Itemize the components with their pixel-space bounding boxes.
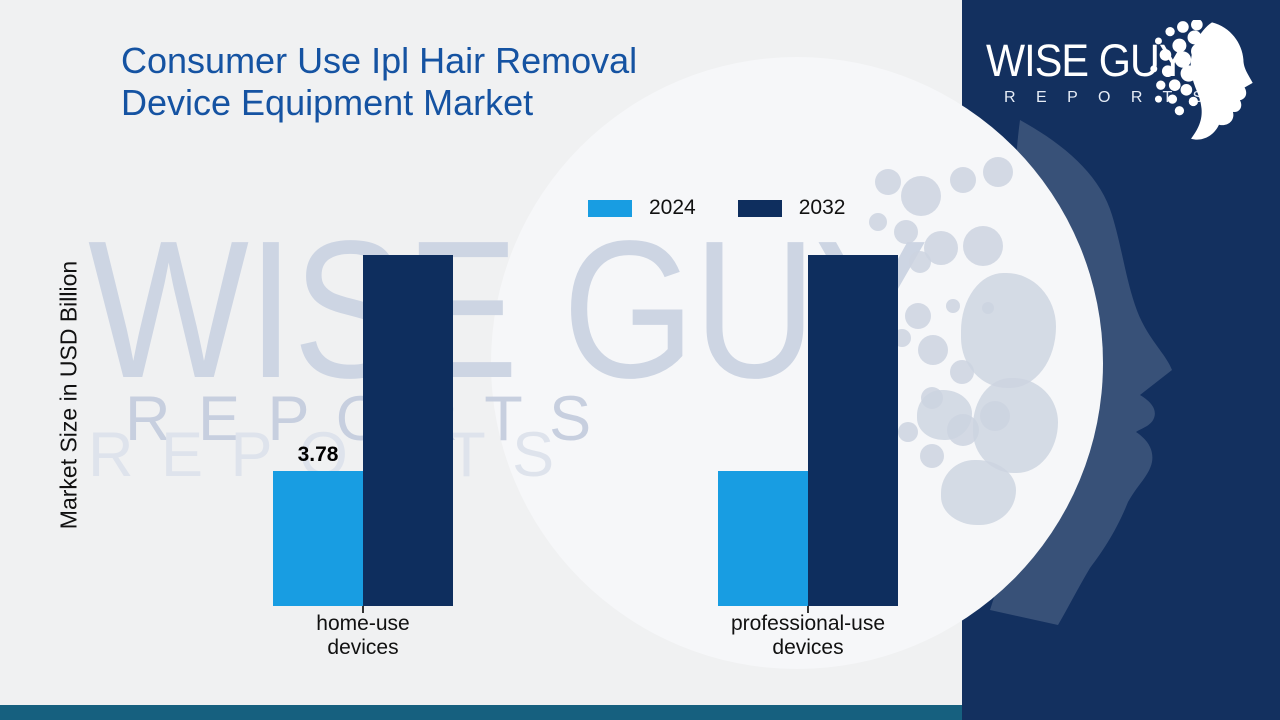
legend-swatch-2024 <box>588 199 632 217</box>
legend: 2024 2032 <box>588 196 845 220</box>
brand-logo-face-icon <box>1150 20 1253 140</box>
x-axis-tick <box>362 606 364 613</box>
brand-circle <box>491 57 1103 669</box>
chart-title-line1: Consumer Use Ipl Hair Removal <box>121 40 638 81</box>
legend-item-2024: 2024 <box>588 196 696 220</box>
legend-swatch-2032 <box>737 199 782 217</box>
legend-label-2024: 2024 <box>649 196 696 219</box>
value-label-2024-home-use-devices: 3.78 <box>297 443 339 466</box>
legend-label-2032: 2032 <box>798 196 846 219</box>
chart-title: Consumer Use Ipl Hair Removal Device Equ… <box>121 40 637 124</box>
brand-logo-wordmark: WISE GUY <box>986 35 1187 86</box>
y-axis-label: Market Size in USD Billion <box>55 260 82 530</box>
legend-item-2032: 2032 <box>737 196 846 220</box>
bottom-accent-bar <box>0 705 1280 720</box>
chart-title-line2: Device Equipment Market <box>121 81 534 123</box>
bar-2032-home-use-devices <box>363 255 453 606</box>
bar-2024-home-use-devices <box>273 471 363 606</box>
watermark-reports-echo: R E P O R T S <box>88 420 560 490</box>
category-label-home-use-devices: home-use devices <box>316 612 410 659</box>
brand-logo-reports: R E P O R T S <box>1004 89 1212 106</box>
